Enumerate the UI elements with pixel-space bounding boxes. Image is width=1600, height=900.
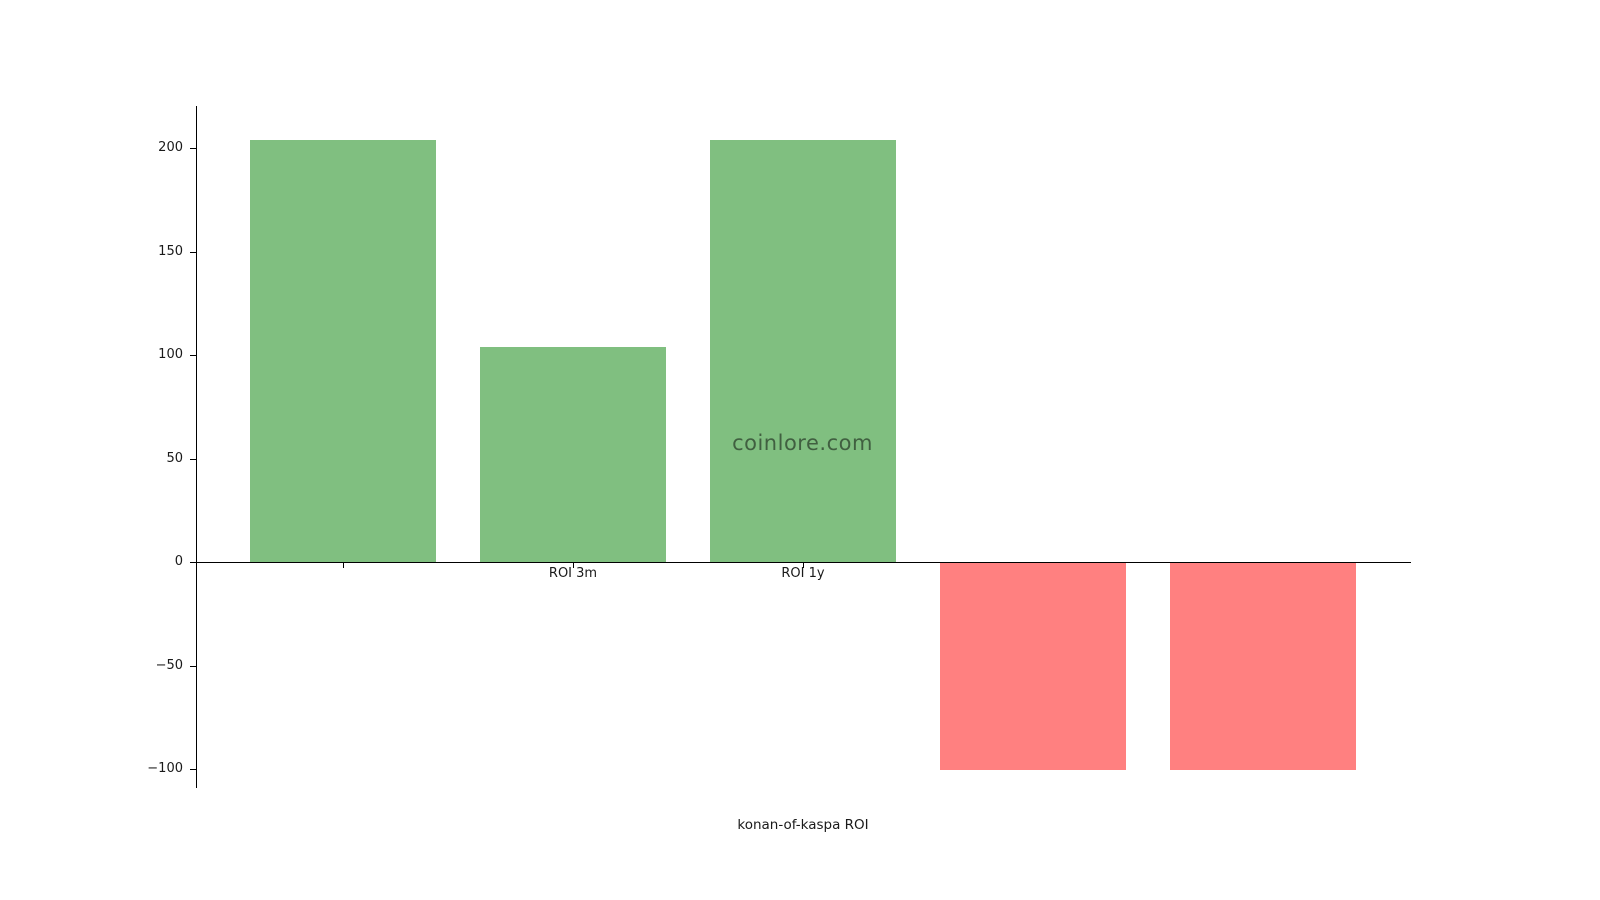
bar	[710, 139, 896, 562]
y-tick-mark	[190, 562, 196, 563]
bar	[1170, 563, 1356, 770]
y-tick-label: 0	[174, 554, 183, 569]
y-axis-spine	[196, 106, 197, 788]
x-tick-mark	[343, 563, 344, 568]
y-tick-label: 100	[158, 347, 183, 362]
x-tick-label: ROI 3m	[548, 566, 598, 581]
y-tick-mark	[190, 665, 196, 667]
y-tick-mark	[190, 251, 196, 253]
x-axis-zero-line	[196, 562, 1411, 563]
y-tick-label: 150	[158, 243, 183, 259]
y-tick-mark	[190, 148, 196, 149]
x-tick-mark	[803, 563, 804, 568]
y-tick-mark	[190, 769, 196, 770]
x-tick-mark	[573, 563, 574, 568]
y-tick-mark	[190, 458, 196, 460]
x-axis-label: konan-of-kaspa ROI	[737, 817, 869, 833]
y-tick-label: −50	[155, 657, 183, 673]
bar	[940, 563, 1126, 770]
y-tick-mark	[190, 355, 196, 356]
y-tick-label: 50	[166, 450, 183, 466]
bar	[480, 346, 666, 562]
y-tick-label: −100	[147, 761, 183, 776]
x-tick-label: ROI 1y	[781, 566, 825, 581]
bar	[250, 139, 436, 562]
watermark-text: coinlore.com	[732, 431, 873, 455]
y-tick-label: 200	[158, 140, 183, 155]
